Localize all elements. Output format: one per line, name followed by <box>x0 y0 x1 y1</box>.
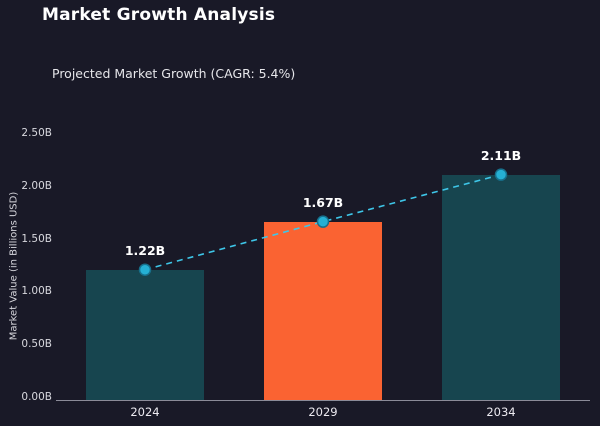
bar-value-label: 1.67B <box>302 194 344 210</box>
bar-value-label: 1.22B <box>124 242 166 258</box>
y-tick: 2.50B <box>21 127 52 139</box>
bars-container <box>56 133 590 400</box>
bar-slot <box>56 133 234 400</box>
bar-value-label: 2.11B <box>480 147 522 163</box>
plot-area: 1.22B 1.67B 2.11B <box>56 133 590 401</box>
bar <box>86 269 204 400</box>
y-tick: 1.00B <box>21 285 52 298</box>
y-tick: 1.50B <box>21 232 52 245</box>
bar-slot <box>412 133 590 400</box>
y-axis-ticks: 2.50B 2.00B 1.50B 1.00B 0.50B 0.00B <box>14 127 52 403</box>
y-tick: 0.50B <box>21 338 52 351</box>
x-axis-ticks: 2024 2029 2034 <box>56 405 590 419</box>
chart-title: Market Growth Analysis <box>42 5 276 25</box>
chart-subtitle: Projected Market Growth (CAGR: 5.4%) <box>52 66 296 81</box>
y-tick: 0.00B <box>21 390 52 403</box>
y-tick: 2.00B <box>21 179 52 192</box>
bar-slot <box>234 133 412 400</box>
x-tick-2029: 2029 <box>308 405 338 419</box>
bar <box>264 221 382 400</box>
bar <box>442 174 560 400</box>
x-tick-2024: 2024 <box>130 405 160 419</box>
x-tick-2034: 2034 <box>486 405 516 419</box>
